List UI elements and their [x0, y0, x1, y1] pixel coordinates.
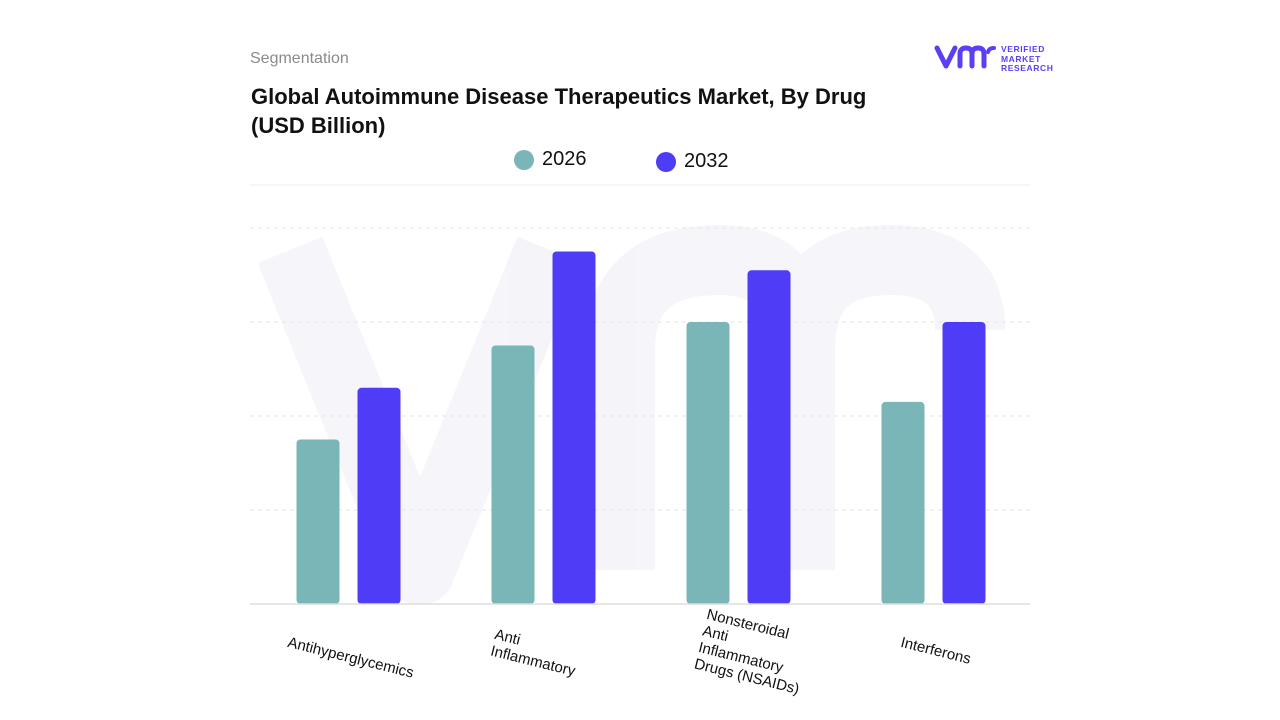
legend-label-2026: 2026	[542, 148, 587, 170]
chart-title: Global Autoimmune Disease Therapeutics M…	[251, 84, 867, 138]
legend-swatch-2032	[656, 151, 676, 172]
logo-line-2: MARKET	[1001, 53, 1041, 64]
bars	[296, 251, 986, 604]
logo-line-1: VERIFIED	[1001, 44, 1046, 54]
legend-swatch-2026	[514, 149, 534, 170]
legend-item-2026: 2026	[514, 148, 587, 171]
segmentation-label: Segmentation	[250, 50, 349, 67]
bar-2032-3	[942, 322, 986, 604]
vmr-logo: VERIFIED MARKET RESEARCH	[934, 42, 1064, 78]
bar-2026-1	[491, 345, 535, 604]
legend-item-2032: 2032	[656, 150, 729, 173]
bar-2026-0	[296, 439, 340, 604]
bar-2026-2	[686, 322, 730, 604]
bar-2032-0	[357, 387, 401, 604]
legend-label-2032: 2032	[684, 150, 729, 172]
bar-2026-3	[881, 401, 925, 604]
logo-line-3: RESEARCH	[1001, 63, 1054, 73]
bar-2032-2	[747, 270, 791, 604]
vmr-logo-icon	[934, 45, 996, 69]
bar-2032-1	[552, 251, 596, 604]
vmr-logo-text: VERIFIED MARKET RESEARCH	[1001, 44, 1054, 74]
